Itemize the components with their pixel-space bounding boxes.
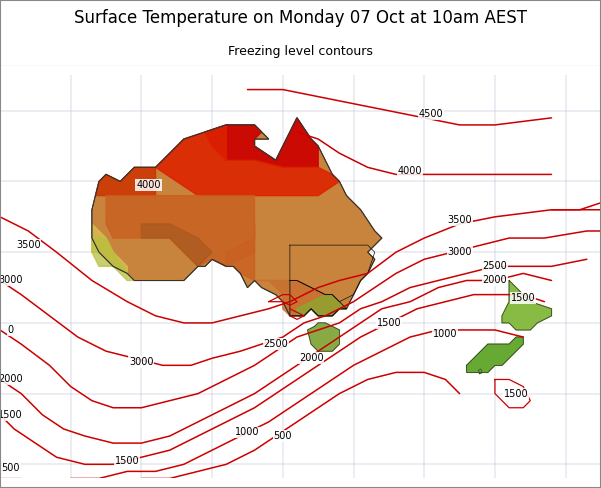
Text: 1500: 1500 <box>0 410 23 420</box>
Polygon shape <box>96 167 156 196</box>
Text: Freezing level contours: Freezing level contours <box>228 45 373 58</box>
Text: 1500: 1500 <box>377 318 401 328</box>
Text: 3500: 3500 <box>447 215 472 225</box>
Polygon shape <box>255 281 346 316</box>
Polygon shape <box>141 224 212 266</box>
Polygon shape <box>106 196 255 266</box>
Polygon shape <box>502 281 552 330</box>
Text: 3500: 3500 <box>16 240 41 250</box>
Text: 2500: 2500 <box>263 339 288 349</box>
Text: 1500: 1500 <box>504 388 528 399</box>
Polygon shape <box>92 224 127 273</box>
Polygon shape <box>92 238 135 281</box>
Text: 1500: 1500 <box>115 456 139 466</box>
Polygon shape <box>478 369 482 374</box>
Text: 1000: 1000 <box>235 427 260 438</box>
Polygon shape <box>205 118 318 167</box>
Text: 2500: 2500 <box>483 262 507 271</box>
Text: 500: 500 <box>273 431 292 441</box>
Polygon shape <box>92 118 382 316</box>
Text: 2000: 2000 <box>483 275 507 285</box>
Text: 4000: 4000 <box>398 166 423 176</box>
Text: 4000: 4000 <box>136 180 160 190</box>
Text: Surface Temperature on Monday 07 Oct at 10am AEST: Surface Temperature on Monday 07 Oct at … <box>74 9 527 27</box>
Polygon shape <box>466 337 523 372</box>
Text: 3000: 3000 <box>0 275 23 285</box>
Polygon shape <box>212 224 255 281</box>
Text: 500: 500 <box>1 463 20 473</box>
Text: 1500: 1500 <box>511 293 535 303</box>
Text: 3000: 3000 <box>129 357 154 367</box>
Text: 1000: 1000 <box>433 328 458 339</box>
Polygon shape <box>297 295 346 316</box>
Text: 0: 0 <box>8 325 14 335</box>
Text: 3000: 3000 <box>447 247 472 257</box>
Polygon shape <box>156 125 340 196</box>
Text: 2000: 2000 <box>299 353 323 363</box>
Text: 2000: 2000 <box>0 374 23 385</box>
Polygon shape <box>308 323 340 351</box>
Text: 4500: 4500 <box>419 109 444 120</box>
